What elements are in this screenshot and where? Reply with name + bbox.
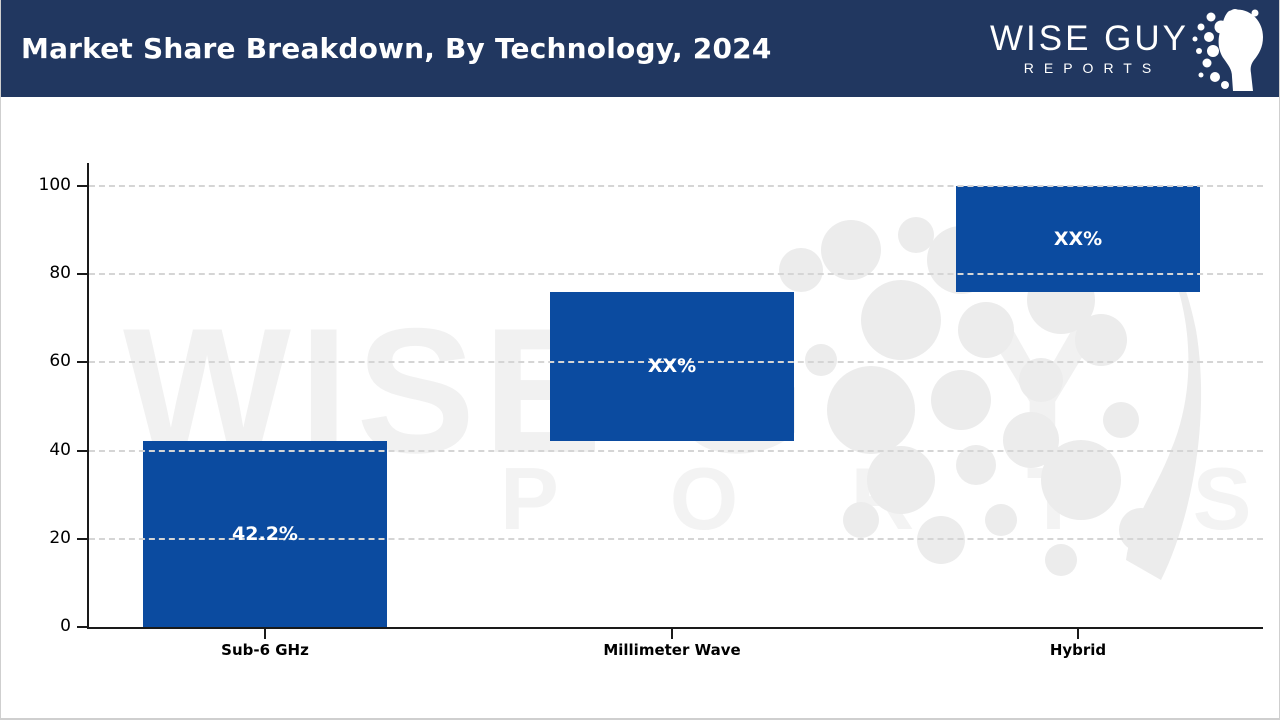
chart-title: Market Share Breakdown, By Technology, 2… <box>21 32 772 65</box>
brand-logo-text: WISE GUY REPORTS <box>990 21 1189 76</box>
header-bar: Market Share Breakdown, By Technology, 2… <box>1 0 1279 97</box>
y-tick-label: 20 <box>49 527 71 548</box>
y-tick-mark <box>77 361 87 364</box>
bar-value-label: XX% <box>647 355 697 378</box>
y-tick-mark <box>77 449 87 452</box>
brand-face-icon <box>1192 8 1263 91</box>
x-axis-spine <box>87 627 1263 629</box>
y-tick-mark <box>77 626 87 628</box>
bar-sub-6-ghz <box>143 440 387 627</box>
y-gridline <box>89 361 1263 364</box>
y-tick-mark <box>77 273 87 276</box>
y-tick-label: 60 <box>49 351 71 372</box>
y-tick-mark <box>77 537 87 540</box>
y-gridline <box>89 537 1263 540</box>
y-gridline <box>89 185 1263 187</box>
y-tick-label: 80 <box>49 263 71 284</box>
x-tick-mark <box>264 629 266 639</box>
bar-value-label: 42.2% <box>232 522 298 545</box>
x-tick-mark <box>1077 629 1079 639</box>
y-tick-label: 100 <box>38 175 71 195</box>
brand-logo: WISE GUY REPORTS <box>990 5 1265 93</box>
y-tick-mark <box>77 185 87 187</box>
x-tick-mark <box>671 629 673 639</box>
x-category-label: Hybrid <box>1049 641 1107 659</box>
x-category-label: Millimeter Wave <box>603 641 741 659</box>
y-gridline <box>89 449 1263 452</box>
x-category-label: Sub-6 GHz <box>221 641 309 659</box>
y-gridline <box>89 273 1263 276</box>
y-tick-label: 40 <box>49 439 71 460</box>
bar-millimeter-wave <box>550 291 794 441</box>
brand-name: WISE GUY <box>989 19 1189 58</box>
y-tick-label: 0 <box>60 616 71 636</box>
bar-value-label: XX% <box>1053 227 1103 250</box>
y-axis-spine <box>87 163 89 629</box>
brand-subtitle: REPORTS <box>1023 60 1162 76</box>
